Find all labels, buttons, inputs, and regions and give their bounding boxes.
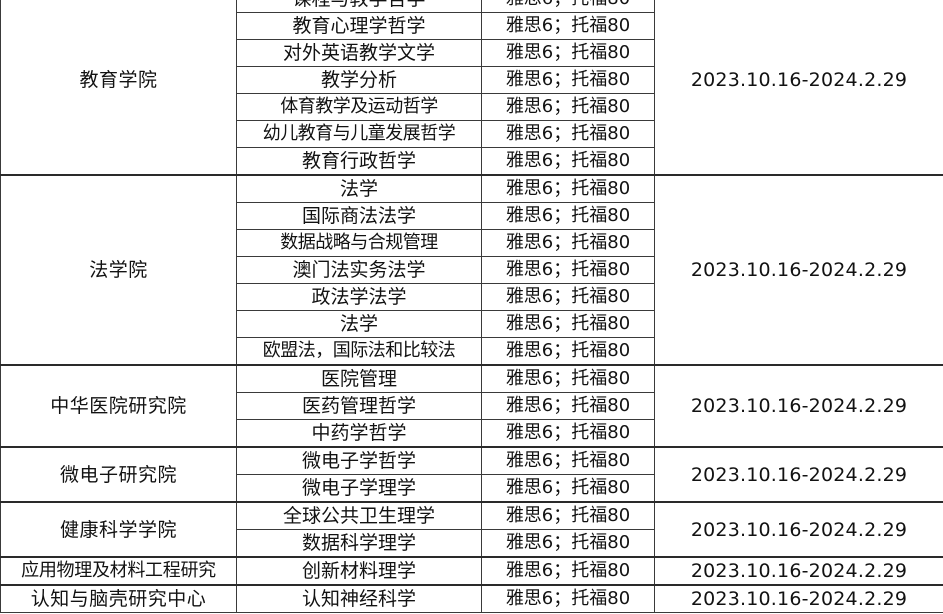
faculty-cell: 健康科学学院	[0, 501, 237, 558]
application-period-cell: 2023.10.16-2024.2.29	[654, 446, 943, 503]
program-cell: 数据科学理学	[236, 529, 482, 558]
language-requirement-cell: 雅思6；托福80	[481, 229, 655, 257]
application-period-cell: 2023.10.16-2024.2.29	[654, 0, 943, 176]
language-requirement-cell: 雅思6；托福80	[481, 12, 655, 40]
faculty-cell: 中华医院研究院	[0, 364, 237, 448]
program-cell: 认知神经科学	[236, 584, 482, 613]
table-row: 欧盟法，国际法和比较法 雅思6；托福80	[1, 337, 943, 366]
program-cell: 微电子学理学	[236, 474, 482, 503]
table-row: 法学院 法学 雅思6；托福80 2023.10.16-2024.2.29	[0, 174, 943, 366]
program-cell: 创新材料理学	[236, 556, 482, 586]
program-cell: 微电子学哲学	[236, 446, 482, 475]
language-requirement-cell: 雅思6；托福80	[481, 584, 655, 613]
language-requirement-cell: 雅思6；托福80	[481, 501, 655, 530]
language-requirement-cell: 雅思6；托福80	[481, 556, 655, 586]
program-cell: 法学	[236, 310, 482, 338]
language-requirement-cell: 雅思6；托福80	[481, 419, 655, 448]
language-requirement-cell: 雅思6；托福80	[481, 93, 655, 121]
table-row: 国际商法法学 雅思6；托福80	[1, 202, 943, 230]
program-cell: 国际商法法学	[236, 202, 482, 230]
table-row: 教学分析 雅思6；托福80	[1, 66, 943, 94]
language-requirement-cell: 雅思6；托福80	[481, 147, 655, 176]
program-cell: 医药管理哲学	[236, 392, 482, 420]
program-cell: 政法学法学	[236, 283, 482, 311]
table-row: 微电子学理学 雅思6；托福80	[1, 474, 943, 503]
faculty-cell: 认知与脑壳研究中心	[0, 584, 237, 613]
table-row: 体育教学及运动哲学 雅思6；托福80	[1, 93, 943, 121]
language-requirement-cell: 雅思6；托福80	[481, 0, 655, 13]
language-requirement-cell: 雅思6；托福80	[481, 474, 655, 503]
faculty-cell: 法学院	[0, 174, 237, 366]
language-requirement-cell: 雅思6；托福80	[481, 256, 655, 284]
table-row: 数据科学理学 雅思6；托福80	[1, 529, 943, 558]
language-requirement-cell: 雅思6；托福80	[481, 39, 655, 67]
program-cell: 课程与教学哲学	[236, 0, 482, 13]
table-row: 应用物理及材料工程研究 创新材料理学 雅思6；托福80 2023.10.16-2024…	[0, 556, 943, 586]
table-row: 幼儿教育与儿童发展哲学 雅思6；托福80	[1, 120, 943, 148]
table-row: 数据战略与合规管理 雅思6；托福80	[1, 229, 943, 257]
program-cell: 全球公共卫生理学	[236, 501, 482, 530]
program-cell: 澳门法实务法学	[236, 256, 482, 284]
language-requirement-cell: 雅思6；托福80	[481, 446, 655, 475]
application-period-cell: 2023.10.16-2024.2.29	[654, 501, 943, 558]
program-cell: 教育行政哲学	[236, 147, 482, 176]
program-cell: 体育教学及运动哲学	[236, 93, 482, 121]
table-row: 微电子研究院 微电子学哲学 雅思6；托福80 2023.10.16-2024.2.29	[0, 446, 943, 503]
application-period-cell: 2023.10.16-2024.2.29	[654, 364, 943, 448]
table-row: 政法学法学 雅思6；托福80	[1, 283, 943, 311]
language-requirement-cell: 雅思6；托福80	[481, 120, 655, 148]
faculty-cell: 应用物理及材料工程研究	[0, 556, 237, 586]
program-cell: 法学	[236, 174, 482, 203]
program-cell: 中药学哲学	[236, 419, 482, 448]
table-row: 中华医院研究院 医院管理 雅思6；托福80 2023.10.16-2024.2.29	[0, 364, 943, 448]
language-requirement-cell: 雅思6；托福80	[481, 364, 655, 393]
language-requirement-cell: 雅思6；托福80	[481, 392, 655, 420]
language-requirement-cell: 雅思6；托福80	[481, 337, 655, 366]
program-cell: 教育心理学哲学	[236, 12, 482, 40]
application-period-cell: 2023.10.16-2024.2.29	[654, 584, 943, 613]
program-cell: 对外英语教学文学	[236, 39, 482, 67]
program-cell: 医院管理	[236, 364, 482, 393]
program-cell: 数据战略与合规管理	[236, 229, 482, 257]
application-period-cell: 2023.10.16-2024.2.29	[654, 556, 943, 586]
language-requirement-cell: 雅思6；托福80	[481, 174, 655, 203]
table-row: 健康科学学院 全球公共卫生理学 雅思6；托福80 2023.10.16-2024.2.…	[0, 501, 943, 558]
faculty-cell: 教育学院	[0, 0, 237, 176]
language-requirement-cell: 雅思6；托福80	[481, 66, 655, 94]
faculty-cell: 微电子研究院	[0, 446, 237, 503]
program-cell: 教学分析	[236, 66, 482, 94]
program-cell: 欧盟法，国际法和比较法	[236, 337, 482, 366]
language-requirement-cell: 雅思6；托福80	[481, 283, 655, 311]
language-requirement-cell: 雅思6；托福80	[481, 202, 655, 230]
application-period-cell: 2023.10.16-2024.2.29	[654, 174, 943, 366]
table-row: 教育行政哲学 雅思6；托福80	[1, 147, 943, 176]
table-row: 教育心理学哲学 雅思6；托福80	[1, 12, 943, 40]
table-row: 医药管理哲学 雅思6；托福80	[1, 392, 943, 420]
table-row: 法学 雅思6；托福80	[1, 310, 943, 338]
language-requirement-cell: 雅思6；托福80	[481, 310, 655, 338]
table-row: 认知与脑壳研究中心 认知神经科学 雅思6；托福80 2023.10.16-2024.2…	[0, 584, 943, 613]
program-cell: 幼儿教育与儿童发展哲学	[236, 120, 482, 148]
language-requirement-cell: 雅思6；托福80	[481, 529, 655, 558]
